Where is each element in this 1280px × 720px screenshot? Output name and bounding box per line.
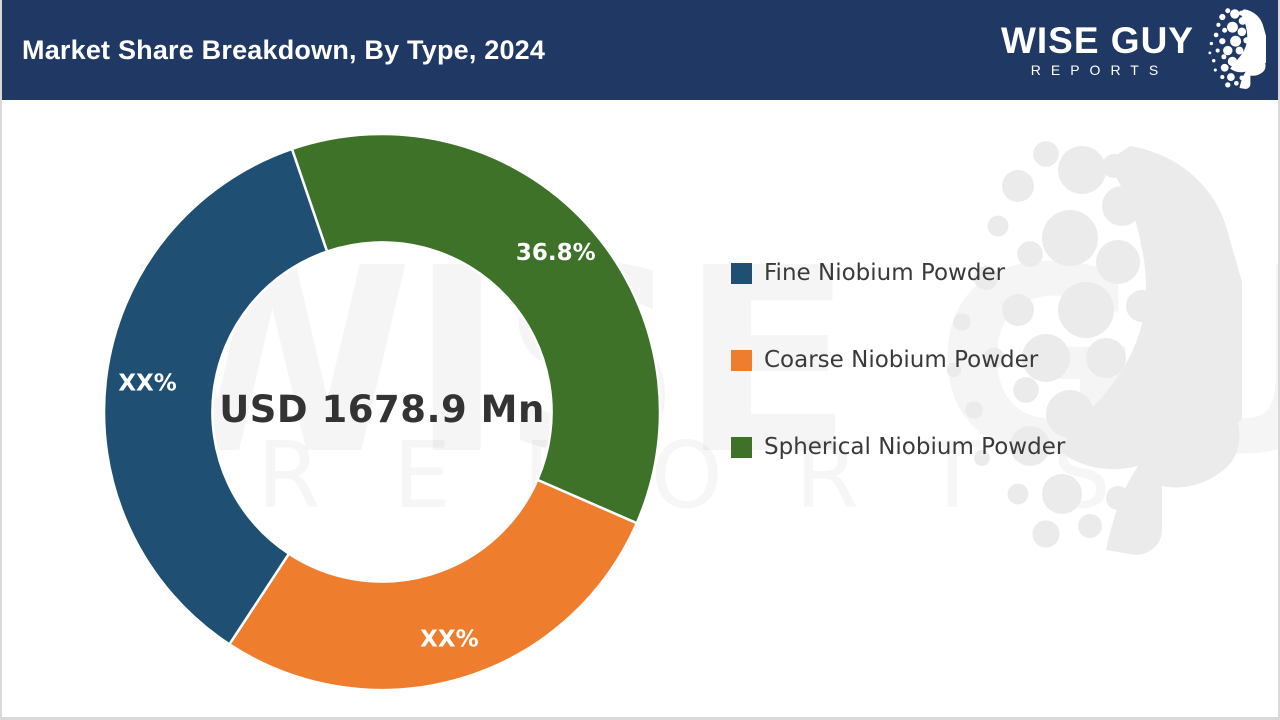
segment-percent-label: XX% — [420, 627, 479, 653]
donut-chart: 36.8% XX% XX% — [102, 132, 662, 692]
logo-wiseguy-label: WISE GUY — [1000, 19, 1194, 61]
donut-segment-coarse-niobium-powder[interactable] — [228, 478, 639, 692]
page-title: Market Share Breakdown, By Type, 2024 — [22, 34, 546, 65]
logo-face-dots-icon — [1208, 8, 1266, 89]
legend-label: Coarse Niobium Powder — [764, 347, 1039, 373]
donut-segment-spherical-niobium-powder[interactable] — [290, 132, 662, 525]
header-bar: Market Share Breakdown, By Type, 2024 WI… — [2, 0, 1278, 100]
legend-label: Spherical Niobium Powder — [764, 434, 1066, 460]
chart-legend: Fine Niobium Powder Coarse Niobium Powder… — [731, 260, 1065, 460]
legend-swatch-icon — [731, 262, 752, 284]
watermark-face-dots-graphic — [946, 141, 1242, 555]
legend-swatch-icon — [731, 436, 752, 458]
logo-reports-label: REPORTS — [1030, 61, 1169, 78]
segment-percent-label: XX% — [118, 370, 177, 396]
legend-swatch-icon — [731, 349, 752, 371]
segment-percent-label: 36.8% — [516, 240, 596, 266]
legend-item-spherical-niobium-powder[interactable]: Spherical Niobium Powder — [731, 434, 1065, 460]
chart-center-value: USD 1678.9 Mn — [219, 388, 545, 431]
legend-item-fine-niobium-powder[interactable]: Fine Niobium Powder — [731, 260, 1065, 286]
legend-item-coarse-niobium-powder[interactable]: Coarse Niobium Powder — [731, 347, 1065, 373]
wise-guy-logo: WISE GUY REPORTS — [1001, 6, 1266, 92]
legend-label: Fine Niobium Powder — [764, 260, 1006, 286]
logo-text: WISE GUY REPORTS — [1000, 19, 1194, 78]
donut-segment-fine-niobium-powder[interactable] — [102, 147, 329, 646]
